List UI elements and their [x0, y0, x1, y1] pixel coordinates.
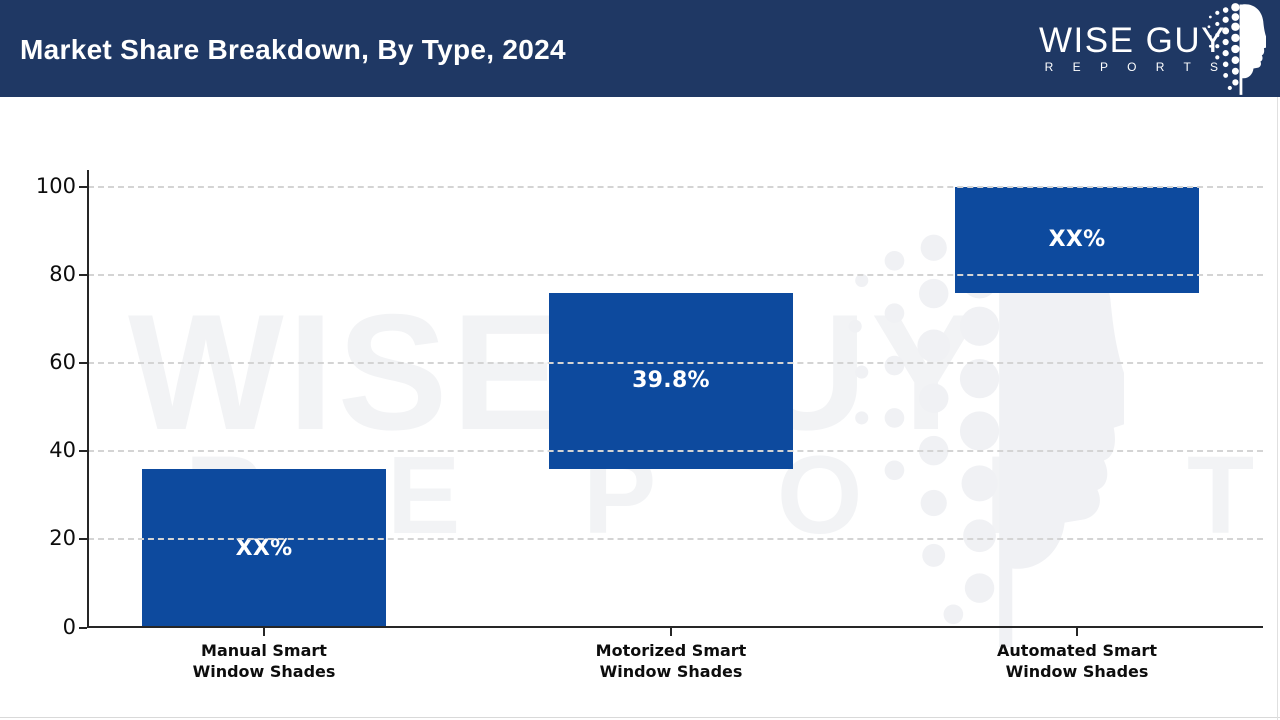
y-tick-label: 20 [49, 526, 76, 551]
x-category-label: Automated Smart Window Shades [997, 641, 1157, 681]
y-tick-mark [79, 626, 87, 629]
x-tick-mark [670, 628, 672, 636]
y-tick-label: 80 [49, 261, 76, 286]
y-tick-mark [79, 538, 87, 541]
y-tick-mark [79, 273, 87, 276]
page-title: Market Share Breakdown, By Type, 2024 [20, 34, 566, 65]
bar-value-label: XX% [235, 535, 293, 561]
x-tick-mark [1076, 628, 1078, 636]
y-tick-label: 40 [49, 438, 76, 463]
y-tick-mark [79, 185, 87, 188]
logo-wordmark: WISE GUY [1038, 20, 1226, 60]
header-bar: Market Share Breakdown, By Type, 2024 WI… [0, 0, 1280, 97]
wise-guy-reports-logo: WISE GUY R E P O R T S [1039, 0, 1266, 97]
bar-value-label: XX% [1048, 227, 1106, 253]
bar-motorized-smart-window-shades: 39.8% [549, 293, 793, 469]
logo-subtext: R E P O R T S [1044, 60, 1226, 75]
y-tick-mark [79, 450, 87, 453]
canvas-right-border [1277, 97, 1278, 720]
x-axis-line [87, 626, 1263, 628]
y-axis-line [87, 170, 89, 628]
x-category-label: Manual Smart Window Shades [192, 641, 336, 681]
bar-automated-smart-window-shades: XX% [955, 186, 1199, 294]
bar-manual-smart-window-shades: XX% [142, 468, 386, 628]
x-category-label: Motorized Smart Window Shades [595, 641, 747, 681]
y-tick-label: 0 [62, 614, 76, 639]
logo-dotted-face-icon [1202, 3, 1266, 95]
y-tick-label: 60 [49, 349, 76, 374]
bar-value-label: 39.8% [632, 368, 710, 394]
x-tick-mark [263, 628, 265, 636]
canvas-bottom-border [0, 717, 1280, 718]
y-tick-mark [79, 361, 87, 364]
y-tick-label: 100 [35, 173, 76, 198]
